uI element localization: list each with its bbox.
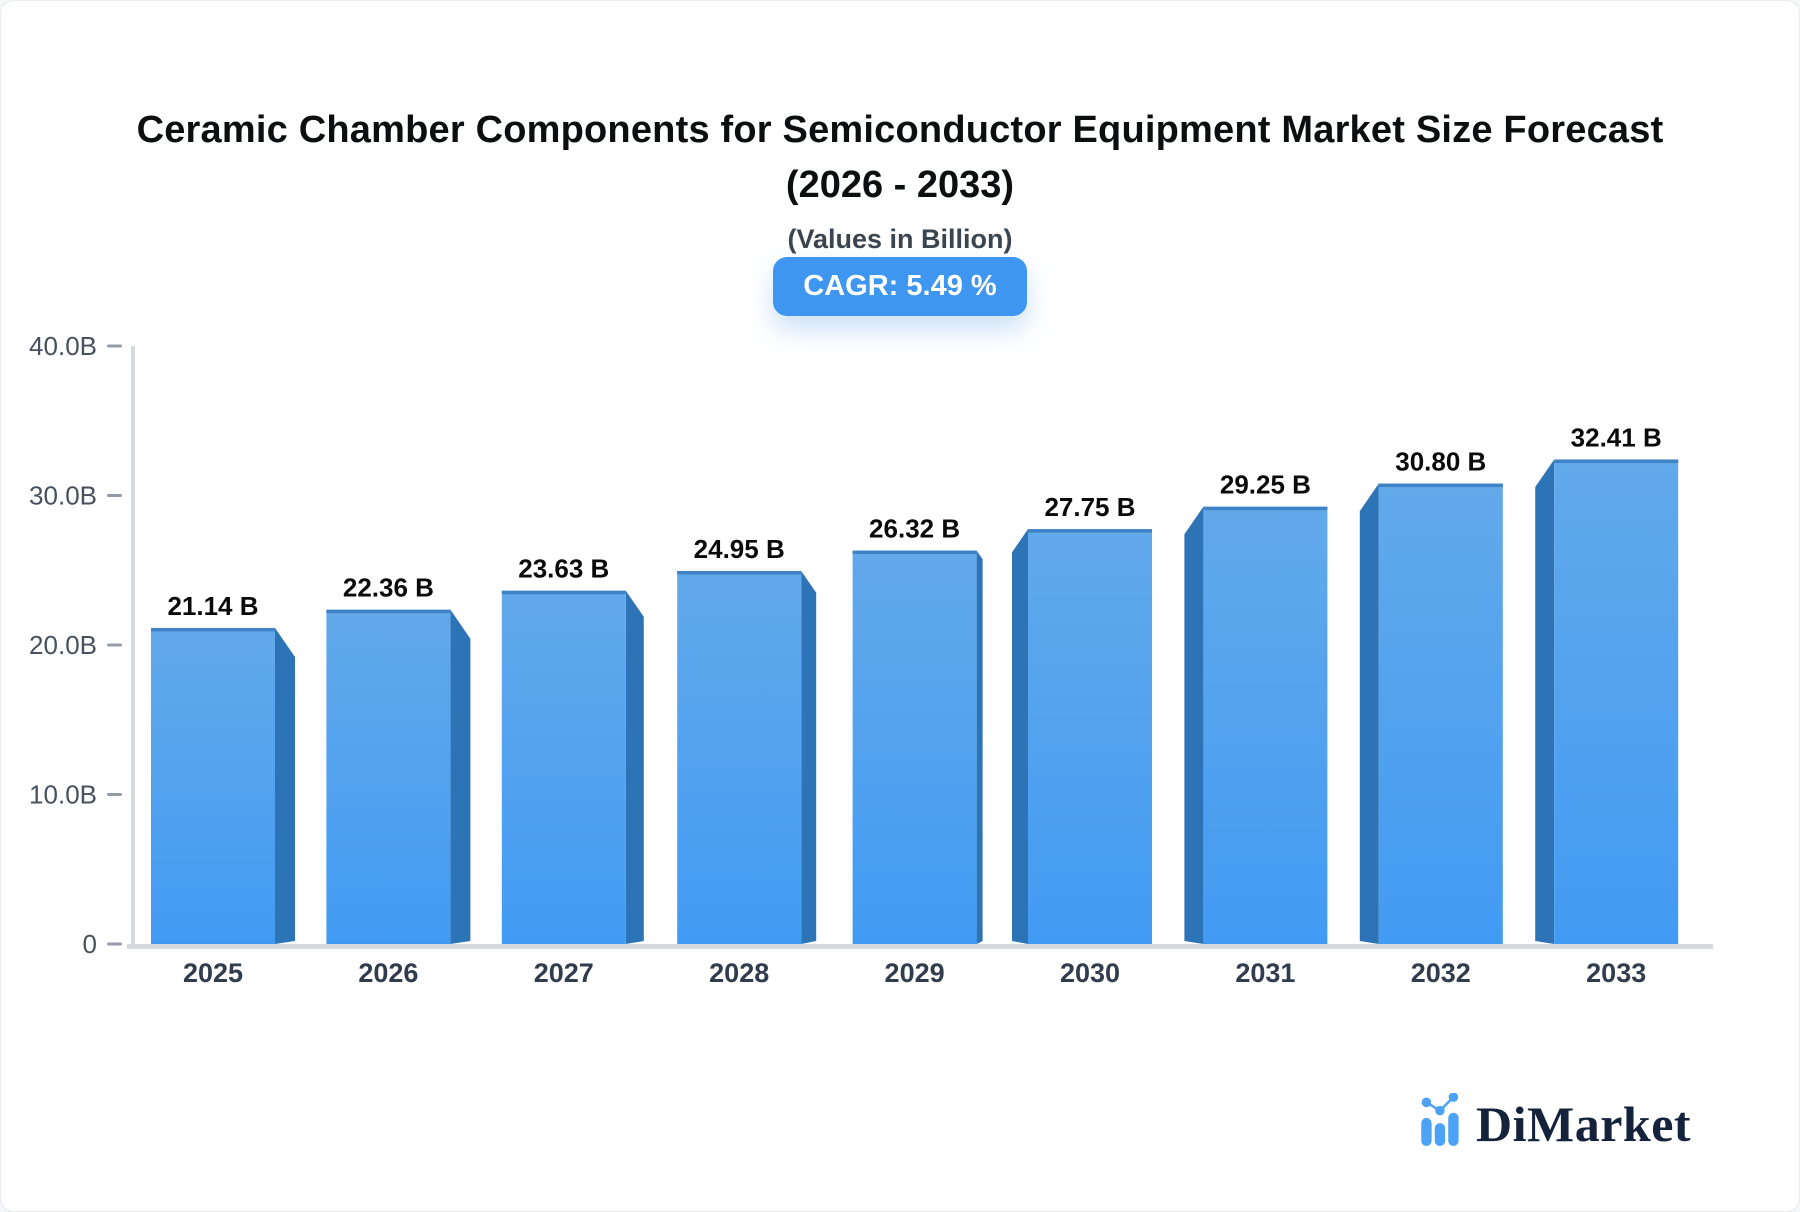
bar-top-edge: [1554, 459, 1679, 463]
bar-top-edge: [501, 590, 626, 595]
bar-top-edge: [151, 627, 275, 632]
y-axis-label: 20.0B: [29, 630, 97, 660]
bar-side-face: [450, 609, 471, 944]
bar-value-label: 27.75 B: [1044, 492, 1135, 522]
bar-value-label: 30.80 B: [1395, 447, 1486, 477]
y-axis-tick: [107, 494, 122, 497]
bar-side-face: [1012, 529, 1028, 944]
cagr-badge-row: CAGR: 5.49 %: [1, 257, 1799, 316]
bar-top-edge: [852, 550, 977, 555]
bar-value-label: 23.63 B: [518, 554, 609, 584]
bar-2032[interactable]: 30.80 B 2032: [1359, 447, 1503, 988]
x-axis-line: [127, 944, 1713, 949]
bar-top-edge: [1203, 506, 1328, 511]
bar-side-face: [625, 590, 644, 944]
bar-side-face: [1535, 459, 1555, 944]
bar-front-face: [1378, 483, 1503, 944]
bar-front-face: [1203, 506, 1328, 944]
bar-side-face: [1359, 483, 1379, 944]
bar-2027[interactable]: 23.63 B 2027: [501, 554, 644, 988]
x-axis-label: 2033: [1586, 958, 1646, 988]
bar-top-edge: [1378, 483, 1503, 488]
bar-side-face: [801, 570, 817, 944]
bar-value-label: 21.14 B: [167, 591, 258, 621]
x-axis-label: 2029: [885, 958, 945, 988]
bar-2030[interactable]: 27.75 B 2030: [1012, 492, 1152, 988]
bar-top-edge: [677, 570, 802, 575]
y-axis-label: 10.0B: [29, 780, 97, 810]
bar-value-label: 22.36 B: [343, 573, 434, 603]
bar-front-face: [1028, 529, 1152, 944]
bar-side-face: [1184, 506, 1204, 944]
x-axis-label: 2025: [183, 958, 243, 988]
y-axis-tick: [107, 942, 122, 946]
x-axis-label: 2031: [1235, 958, 1295, 988]
bar-top-edge: [326, 609, 451, 614]
bar-value-label: 26.32 B: [869, 514, 960, 544]
y-axis-tick: [107, 344, 122, 348]
bar-front-face: [501, 590, 626, 944]
x-axis-label: 2032: [1411, 958, 1471, 988]
bar-side-face: [976, 550, 983, 944]
dimarket-logo-icon: [1421, 1093, 1459, 1146]
bar-2026[interactable]: 22.36 B 2026: [326, 573, 471, 988]
dimarket-logo-text: DiMarket: [1476, 1096, 1692, 1152]
bar-value-label: 32.41 B: [1571, 422, 1662, 452]
y-axis-label: 0: [83, 929, 97, 959]
chart-title-line1: Ceramic Chamber Components for Semicondu…: [136, 109, 1664, 151]
bar-front-face: [326, 609, 451, 944]
bar-2025[interactable]: 21.14 B 2025: [151, 591, 295, 988]
bar-2029[interactable]: 26.32 B 2029: [852, 514, 983, 988]
bar-value-label: 29.25 B: [1220, 470, 1311, 500]
y-axis-tick: [107, 793, 122, 796]
bar-value-label: 24.95 B: [694, 534, 785, 564]
cagr-badge: CAGR: 5.49 %: [773, 257, 1027, 316]
x-axis-label: 2028: [709, 958, 769, 988]
bar-top-edge: [1028, 529, 1152, 533]
bar-front-face: [1554, 459, 1679, 944]
x-axis-label: 2030: [1060, 958, 1120, 988]
bar-side-face: [275, 627, 295, 944]
bar-2028[interactable]: 24.95 B 2028: [677, 534, 817, 988]
y-axis-tick: [107, 643, 122, 647]
y-axis-label: 30.0B: [29, 481, 97, 511]
chart-subtitle: (Values in Billion): [787, 224, 1013, 254]
bar-front-face: [852, 550, 977, 944]
bar-2031[interactable]: 29.25 B 2031: [1184, 470, 1328, 988]
bar-2033[interactable]: 32.41 B 2033: [1535, 422, 1679, 988]
x-axis-label: 2026: [358, 958, 418, 988]
chart-title-line2: (2026 - 2033): [785, 164, 1015, 206]
x-axis-label: 2027: [534, 958, 594, 988]
y-axis-label: 40.0B: [29, 331, 97, 361]
y-axis-line: [131, 346, 135, 949]
dimarket-logo: DiMarket: [1421, 1093, 1692, 1152]
bar-front-face: [151, 627, 275, 944]
bar-front-face: [677, 570, 802, 944]
